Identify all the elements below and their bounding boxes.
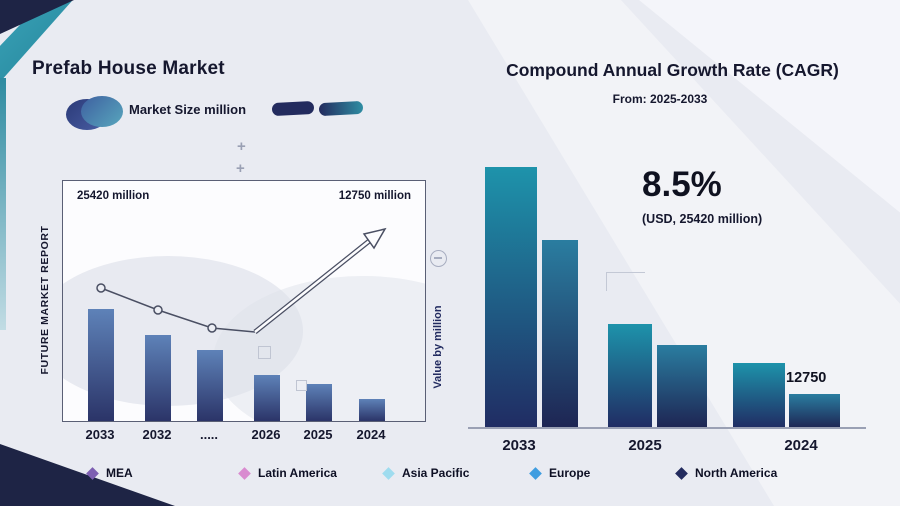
legend-label-north-america: North America	[695, 466, 778, 480]
value-annotation-12750: 12750	[786, 370, 827, 386]
market-size-chart: 25420 million 12750 million	[62, 180, 426, 422]
legend-item-mea: MEA	[86, 466, 133, 480]
pill-decoration-teal	[318, 100, 364, 117]
legend-label-asia-pacific: Asia Pacific	[402, 466, 470, 480]
legend-item-europe: Europe	[529, 466, 591, 480]
x-label-2025: 2025	[303, 427, 333, 442]
legend-swatch-europe	[529, 466, 542, 480]
legend-swatch-north-america	[675, 466, 688, 480]
x-label-2024: 2024	[356, 427, 386, 442]
square-icon	[258, 346, 271, 359]
bar-2024-secondary	[789, 394, 840, 428]
bar-intermediate	[197, 350, 223, 421]
legend-swatch-mea	[86, 466, 99, 480]
bar-2026	[254, 375, 280, 421]
bracket-decoration	[606, 272, 645, 291]
left-edge-strip-decoration	[0, 78, 6, 330]
x-label-2026: 2026	[251, 427, 281, 442]
circle-minus-icon	[430, 250, 447, 267]
right-y-axis-label: Value by million	[432, 305, 444, 389]
market-size-legend-label: Market Size million	[129, 102, 247, 117]
plus-icon: +	[237, 138, 246, 155]
x-label-2033: 2033	[85, 427, 115, 442]
bar-2032	[145, 334, 171, 421]
bar-2033	[88, 309, 114, 421]
bar-2024-primary	[733, 362, 785, 428]
bar-2024	[359, 398, 385, 421]
bar-2025	[306, 384, 332, 421]
trend-line-arrow	[96, 227, 387, 334]
legend-item-north-america: North America	[675, 466, 778, 480]
pill-decoration-dark	[271, 100, 315, 117]
right-x-label-2033: 2033	[502, 437, 536, 454]
plus-icon: +	[236, 160, 245, 177]
bar-2033-secondary	[542, 240, 578, 428]
cylinder-icon	[66, 96, 124, 132]
bar-2025-secondary	[657, 344, 707, 428]
right-x-label-2024: 2024	[784, 437, 818, 454]
legend-label-latin-america: Latin America	[258, 466, 337, 480]
bar-2025-primary	[608, 323, 652, 428]
right-x-label-2025: 2025	[628, 437, 662, 454]
chart-annotation-right: 12750 million	[338, 190, 411, 202]
chart-annotation-left: 25420 million	[77, 190, 150, 202]
legend-label-europe: Europe	[549, 466, 591, 480]
cylinder-icon-front	[81, 96, 123, 127]
bar-2033-primary	[485, 167, 537, 428]
cagr-note: (USD, 25420 million)	[642, 212, 763, 226]
x-label-dots: .....	[199, 427, 219, 442]
left-chart-title: Prefab House Market	[32, 58, 225, 79]
right-chart-title: Compound Annual Growth Rate (CAGR)	[506, 60, 839, 80]
legend-swatch-latin-america	[238, 466, 251, 480]
square-icon	[296, 380, 307, 391]
legend-swatch-asia-pacific	[382, 466, 395, 480]
legend-label-mea: MEA	[106, 466, 133, 480]
left-y-axis-label: FUTURE MARKET REPORT	[39, 225, 51, 375]
legend-item-latin-america: Latin America	[238, 466, 337, 480]
x-axis-line	[468, 427, 866, 429]
x-label-2032: 2032	[142, 427, 172, 442]
legend-item-asia-pacific: Asia Pacific	[382, 466, 470, 480]
right-chart-subtitle: From: 2025-2033	[612, 92, 708, 106]
cagr-value: 8.5%	[642, 165, 722, 204]
